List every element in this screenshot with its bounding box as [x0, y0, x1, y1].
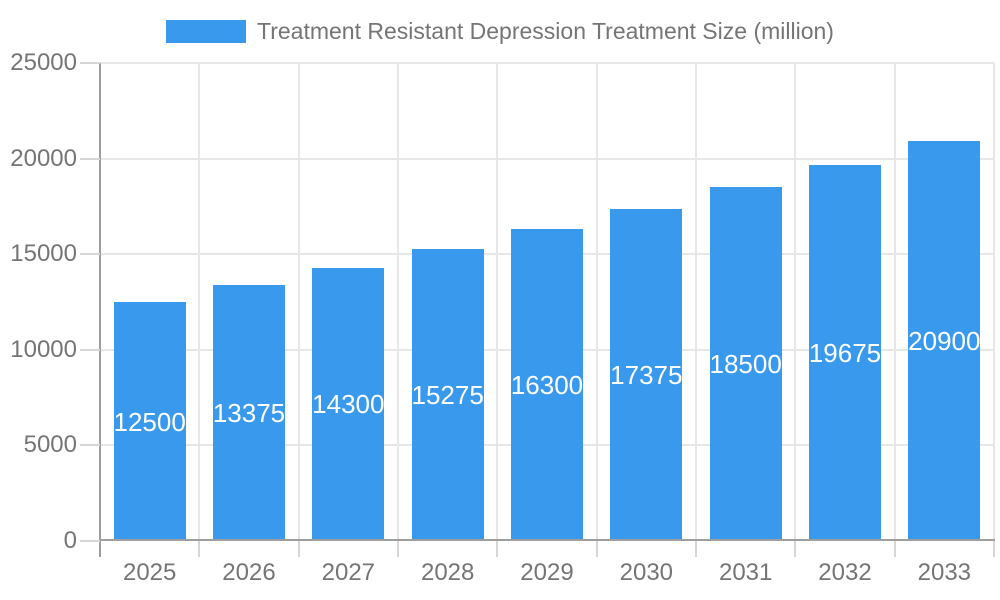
y-axis-label: 10000 — [10, 335, 77, 363]
x-axis-tick — [595, 541, 598, 557]
gridline-vertical — [496, 63, 499, 541]
y-axis-tick — [80, 253, 100, 256]
bar — [312, 267, 385, 541]
bar — [511, 229, 583, 541]
y-axis-label: 5000 — [23, 431, 77, 459]
x-axis-tick — [397, 541, 399, 557]
x-axis-tick — [893, 541, 896, 557]
x-axis-label: 2026 — [222, 559, 276, 586]
plot-area: 12500 13375 14300 15275 16300 17375 18500 19675… — [100, 62, 995, 541]
y-axis-tick — [80, 348, 100, 351]
bar-value-label: 13375 — [212, 398, 286, 429]
x-axis-label: 2028 — [420, 559, 475, 586]
x-axis-label: 2031 — [718, 559, 773, 586]
x-axis-tick — [496, 541, 499, 557]
y-axis-label: 0 — [63, 527, 77, 554]
bar — [113, 302, 186, 541]
x-axis-label: 2030 — [619, 559, 674, 586]
gridline-horizontal — [100, 62, 994, 64]
bar — [709, 187, 782, 541]
gridline-vertical — [595, 63, 598, 541]
x-axis-label: 2029 — [520, 559, 574, 586]
gridline-vertical — [198, 63, 201, 541]
y-axis-line — [99, 63, 101, 557]
bar-value-label: 16300 — [510, 370, 584, 401]
bar — [809, 164, 881, 541]
y-axis-tick — [80, 62, 100, 64]
x-axis-label: 2027 — [321, 559, 376, 586]
gridline-vertical — [794, 63, 797, 541]
bar — [908, 141, 981, 541]
y-axis-label: 20000 — [10, 144, 77, 172]
x-axis-tick — [993, 541, 995, 557]
x-axis-tick — [794, 541, 797, 557]
bar-value-label: 12500 — [113, 406, 186, 437]
y-axis-tick — [80, 444, 100, 447]
y-axis-tick — [80, 157, 100, 160]
y-axis-tick — [80, 540, 100, 542]
bar-value-label: 14300 — [312, 389, 385, 420]
bar-value-label: 17375 — [610, 359, 683, 390]
bar — [610, 208, 683, 541]
x-axis-label: 2025 — [122, 559, 177, 586]
y-axis-label: 25000 — [10, 49, 77, 76]
x-axis-tick — [695, 541, 697, 557]
gridline-vertical — [695, 63, 697, 541]
bar-value-label: 19675 — [808, 337, 882, 368]
bar-value-label: 20900 — [908, 326, 981, 357]
gridline-vertical — [993, 63, 995, 541]
x-axis-label: 2032 — [818, 559, 872, 586]
gridline-vertical — [893, 63, 896, 541]
chart-legend[interactable]: Treatment Resistant Depression Treatment… — [0, 16, 1000, 46]
y-axis-label: 15000 — [10, 240, 77, 268]
gridline-vertical — [397, 63, 399, 541]
legend-label: Treatment Resistant Depression Treatment… — [257, 18, 834, 44]
x-axis-line — [100, 539, 995, 541]
bar — [213, 285, 285, 541]
x-axis-tick — [297, 541, 300, 557]
legend-swatch-icon — [166, 19, 247, 43]
bar-value-label: 18500 — [709, 349, 782, 380]
gridline-vertical — [297, 63, 300, 541]
bar-value-label: 15275 — [411, 379, 484, 410]
x-axis-tick — [198, 541, 201, 557]
x-axis-label: 2033 — [917, 559, 972, 586]
gridline-horizontal — [100, 157, 994, 160]
bar — [411, 248, 484, 541]
